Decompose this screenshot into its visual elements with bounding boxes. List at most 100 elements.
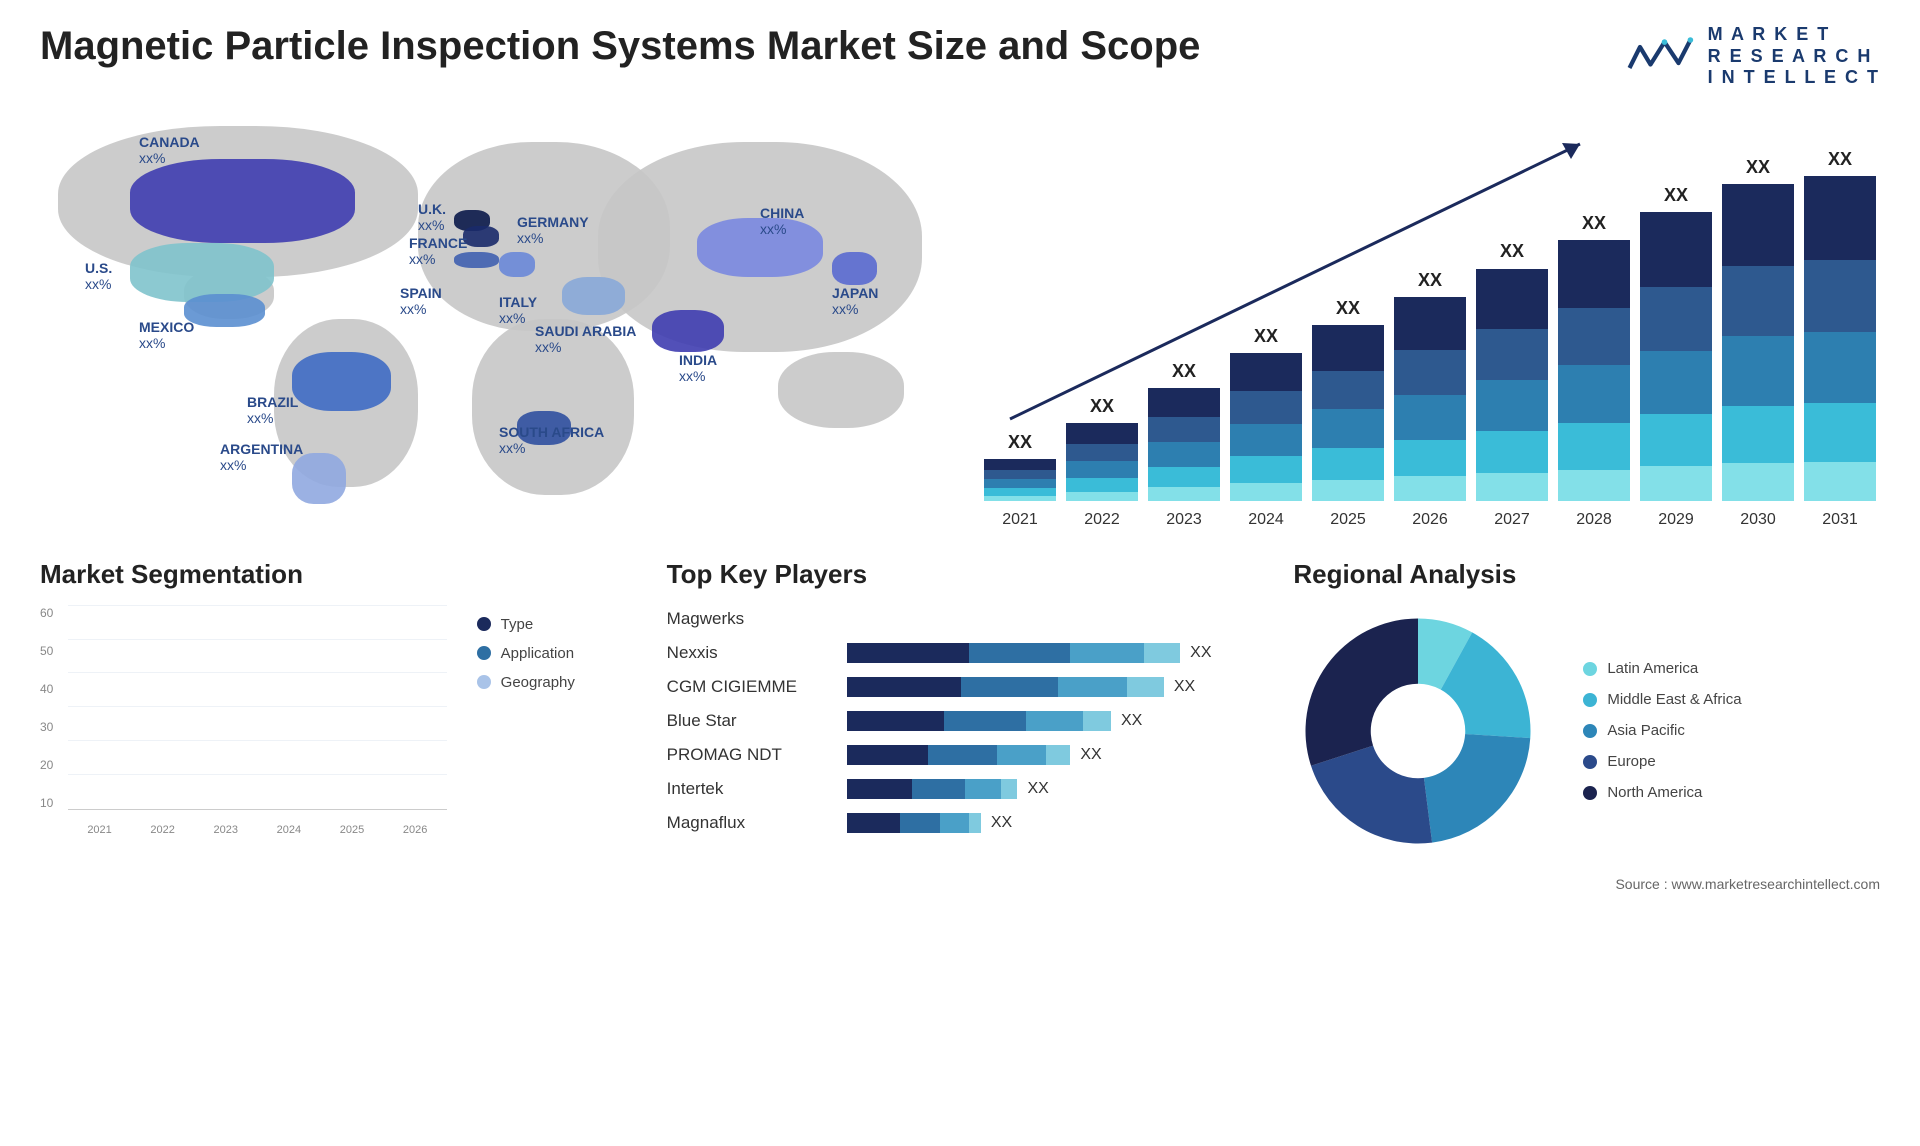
y-tick: 20	[40, 758, 68, 772]
legend-item: North America	[1583, 784, 1741, 801]
player-row: Intertek XX	[667, 776, 1254, 802]
logo-text: M A R K E T R E S E A R C H I N T E L L …	[1708, 24, 1880, 89]
player-row: Magwerks	[667, 606, 1254, 632]
bar-value-label: XX	[1254, 326, 1278, 347]
logo-line-3: I N T E L L E C T	[1708, 67, 1880, 89]
bar-value-label: XX	[1664, 185, 1688, 206]
y-tick: 40	[40, 682, 68, 696]
map-label: INDIAxx%	[679, 352, 717, 384]
page-title: Magnetic Particle Inspection Systems Mar…	[40, 24, 1200, 69]
chart-year-label: 2026	[1394, 511, 1466, 529]
main-chart-years: 2021202220232024202520262027202820292030…	[980, 511, 1880, 529]
player-name: Blue Star	[667, 711, 847, 731]
chart-year-label: 2029	[1640, 511, 1712, 529]
player-name: CGM CIGIEMME	[667, 677, 847, 697]
bar-value-label: XX	[1500, 241, 1524, 262]
chart-bar: XX	[1066, 149, 1138, 501]
bar-value-label: XX	[1828, 149, 1852, 170]
player-value: XX	[1174, 678, 1195, 696]
player-name: Intertek	[667, 779, 847, 799]
bar-value-label: XX	[1090, 396, 1114, 417]
bottom-row: Market Segmentation 102030405060 2021202…	[40, 559, 1880, 856]
regional-donut-chart	[1293, 606, 1543, 856]
y-tick: 30	[40, 720, 68, 734]
player-value: XX	[1121, 712, 1142, 730]
player-bar	[847, 677, 1164, 697]
map-label: FRANCExx%	[409, 235, 467, 267]
legend-item: Application	[477, 645, 627, 662]
map-label: U.K.xx%	[418, 201, 446, 233]
chart-bar: XX	[1558, 149, 1630, 501]
player-row: PROMAG NDT XX	[667, 742, 1254, 768]
map-label: CHINAxx%	[760, 205, 804, 237]
chart-bar: XX	[1148, 149, 1220, 501]
map-label: BRAZILxx%	[247, 394, 298, 426]
legend-label: Asia Pacific	[1607, 722, 1685, 739]
legend-label: Middle East & Africa	[1607, 691, 1741, 708]
chart-year-label: 2024	[1230, 511, 1302, 529]
players-list: Magwerks Nexxis XX CGM CIGIEMME XX Blue Star X…	[667, 606, 1254, 836]
player-name: Magwerks	[667, 609, 847, 629]
player-value: XX	[1027, 780, 1048, 798]
legend-item: Latin America	[1583, 660, 1741, 677]
segmentation-title: Market Segmentation	[40, 559, 627, 590]
country-shape	[832, 252, 877, 286]
legend-item: Asia Pacific	[1583, 722, 1741, 739]
legend-dot-icon	[1583, 724, 1597, 738]
regional-title: Regional Analysis	[1293, 559, 1880, 590]
header: Magnetic Particle Inspection Systems Mar…	[40, 24, 1880, 89]
logo-line-1: M A R K E T	[1708, 24, 1880, 46]
player-name: Magnaflux	[667, 813, 847, 833]
legend-label: North America	[1607, 784, 1702, 801]
segmentation-year: 2022	[135, 824, 190, 836]
player-value: XX	[991, 814, 1012, 832]
country-shape	[499, 252, 535, 277]
chart-bar: XX	[984, 149, 1056, 501]
map-label: CANADAxx%	[139, 134, 200, 166]
player-value: XX	[1080, 746, 1101, 764]
y-tick: 60	[40, 606, 68, 620]
donut-slice	[1306, 618, 1419, 765]
country-shape	[184, 294, 265, 328]
segmentation-legend: Type Application Geography	[477, 606, 627, 836]
map-label: SPAINxx%	[400, 285, 442, 317]
chart-bar: XX	[1722, 149, 1794, 501]
player-row: Nexxis XX	[667, 640, 1254, 666]
legend-label: Geography	[501, 674, 575, 691]
logo-line-2: R E S E A R C H	[1708, 46, 1880, 68]
main-growth-chart: XXXXXXXXXXXXXXXXXXXXXX 20212022202320242…	[980, 109, 1880, 529]
chart-bar: XX	[1394, 149, 1466, 501]
segmentation-plot	[68, 606, 447, 810]
player-value: XX	[1190, 644, 1211, 662]
segmentation-years: 202120222023202420252026	[68, 824, 447, 836]
logo-mark-icon	[1626, 34, 1696, 79]
player-name: PROMAG NDT	[667, 745, 847, 765]
legend-dot-icon	[1583, 662, 1597, 676]
map-label: ARGENTINAxx%	[220, 441, 303, 473]
country-shape	[292, 352, 391, 411]
player-bar	[847, 745, 1071, 765]
chart-bar: XX	[1804, 149, 1876, 501]
player-row: Magnaflux XX	[667, 810, 1254, 836]
player-name: Nexxis	[667, 643, 847, 663]
legend-item: Europe	[1583, 753, 1741, 770]
main-chart-bars: XX XX XX XX XX XX XX XX XX XX XX	[980, 149, 1880, 501]
player-bar	[847, 779, 1018, 799]
top-row: CANADAxx%U.S.xx%MEXICOxx%BRAZILxx%ARGENT…	[40, 109, 1880, 529]
map-label: JAPANxx%	[832, 285, 878, 317]
player-bar	[847, 813, 981, 833]
chart-bar: XX	[1312, 149, 1384, 501]
chart-year-label: 2022	[1066, 511, 1138, 529]
segmentation-y-axis: 102030405060	[40, 606, 68, 810]
bar-value-label: XX	[1336, 298, 1360, 319]
regional-legend: Latin America Middle East & Africa Asia Pa…	[1583, 660, 1741, 801]
legend-label: Application	[501, 645, 574, 662]
legend-dot-icon	[477, 646, 491, 660]
legend-item: Middle East & Africa	[1583, 691, 1741, 708]
legend-item: Type	[477, 616, 627, 633]
bar-value-label: XX	[1418, 270, 1442, 291]
chart-year-label: 2021	[984, 511, 1056, 529]
bar-value-label: XX	[1582, 213, 1606, 234]
country-shape	[652, 310, 724, 352]
source-citation: Source : www.marketresearchintellect.com	[40, 876, 1880, 892]
